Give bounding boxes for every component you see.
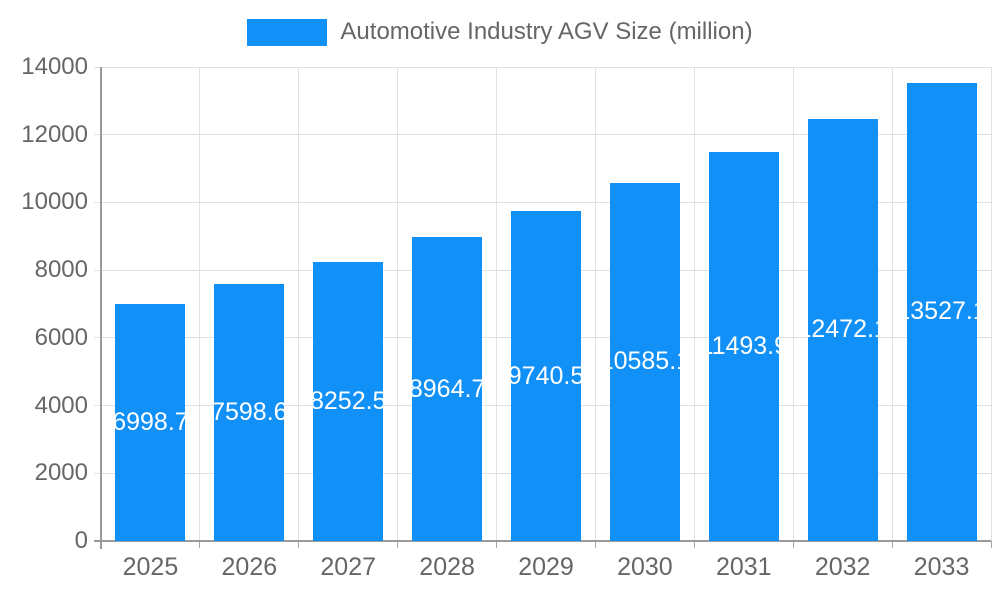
bar-value-label: 9740.5	[511, 361, 581, 390]
y-tick-label: 12000	[21, 120, 88, 148]
bar[interactable]: 13527.1	[906, 83, 977, 541]
y-tick-label: 0	[74, 527, 88, 554]
bar-value-label: 13527.1	[907, 297, 977, 326]
bar[interactable]: 9740.5	[511, 211, 581, 541]
x-tick-label: 2032	[814, 553, 871, 581]
x-axis-tick	[594, 541, 596, 548]
x-tick-label: 2031	[715, 553, 772, 581]
x-axis-tick	[891, 541, 893, 548]
legend-swatch	[247, 18, 328, 46]
v-gridline	[496, 67, 498, 541]
v-gridline	[397, 67, 399, 541]
h-gridline	[94, 66, 991, 68]
x-axis-tick	[397, 541, 399, 548]
bar-value-label: 10585.1	[610, 347, 680, 376]
bar-value-label: 7598.6	[214, 397, 285, 426]
bar-value-label: 11493.9	[709, 331, 779, 360]
v-gridline	[199, 67, 201, 541]
x-tick-label: 2029	[518, 553, 574, 581]
x-axis-tick	[990, 541, 992, 548]
bar[interactable]: 11493.9	[708, 151, 779, 541]
x-axis-tick	[693, 541, 695, 548]
bar-value-label: 8252.5	[313, 386, 384, 415]
x-axis-line	[94, 540, 991, 542]
v-gridline	[594, 67, 596, 541]
x-axis-tick	[792, 541, 794, 548]
v-gridline	[891, 67, 893, 541]
x-axis-tick	[496, 541, 498, 548]
x-tick-label: 2025	[122, 553, 179, 581]
x-tick-label: 2030	[617, 553, 673, 581]
chart-legend[interactable]: Automotive Industry AGV Size (million)	[0, 18, 1000, 46]
v-gridline	[792, 67, 794, 541]
x-axis-tick	[199, 541, 201, 548]
bar[interactable]: 8252.5	[313, 261, 384, 541]
legend-label: Automotive Industry AGV Size (million)	[340, 18, 753, 45]
y-tick-label: 14000	[21, 53, 88, 80]
bar-value-label: 6998.7	[115, 408, 186, 436]
x-axis-tick	[298, 541, 300, 548]
bar[interactable]: 6998.7	[115, 304, 186, 541]
y-tick-label: 2000	[34, 459, 88, 487]
x-tick-label: 2026	[221, 553, 278, 581]
y-tick-label: 6000	[34, 323, 88, 351]
v-gridline	[693, 67, 695, 541]
x-tick-label: 2027	[320, 553, 377, 581]
bar[interactable]: 7598.6	[214, 283, 285, 541]
y-tick-label: 10000	[21, 188, 88, 216]
h-gridline	[94, 134, 991, 136]
x-tick-label: 2028	[419, 553, 475, 581]
v-gridline	[990, 67, 992, 541]
x-tick-label: 2033	[913, 553, 970, 581]
y-axis-line	[100, 67, 102, 549]
y-tick-label: 8000	[34, 256, 88, 284]
bar[interactable]: 10585.1	[609, 182, 680, 541]
h-gridline	[94, 201, 991, 203]
bar[interactable]: 8964.7	[412, 237, 483, 541]
y-tick-label: 4000	[34, 391, 88, 419]
v-gridline	[298, 67, 300, 541]
bar-value-label: 8964.7	[412, 374, 483, 403]
